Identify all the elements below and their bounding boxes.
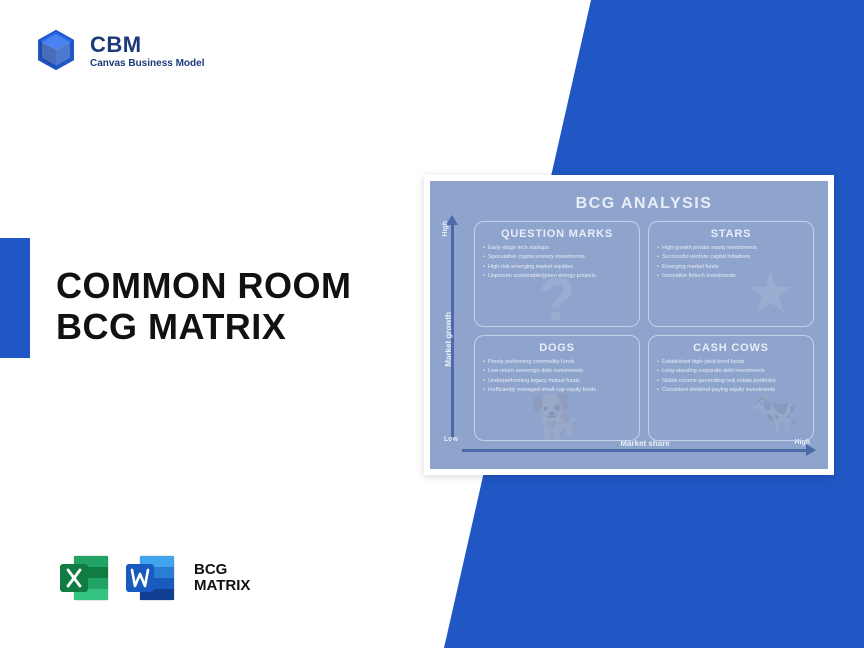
app-icons-row: BCG MATRIX (56, 550, 250, 606)
excel-icon (56, 550, 112, 606)
title-line-1: COMMON ROOM (56, 265, 351, 306)
list-item: Successful venture capital initiatives (657, 253, 805, 262)
title-line-2: BCG MATRIX (56, 306, 286, 347)
matrix-title: BCG ANALYSIS (474, 195, 814, 213)
list-item: Consistent dividend-paying equity invest… (657, 386, 805, 395)
y-axis-low: Low (444, 436, 458, 443)
x-axis: Market share High (462, 443, 814, 457)
quadrant-stars: ★ STARS High-growth private equity inves… (648, 221, 814, 327)
accent-bar (0, 238, 30, 358)
list-item: Low-return sovereign debt investments (483, 367, 631, 376)
y-axis: High Market growth Low (444, 217, 462, 441)
bcg-matrix-label: BCG MATRIX (194, 562, 250, 595)
list-item: Early-stage tech startups (483, 244, 631, 253)
list-item: Emerging market funds (657, 263, 805, 272)
y-axis-high: High (442, 221, 449, 237)
list-item: Poorly performing commodity funds (483, 358, 631, 367)
list-item: Long-standing corporate debt investments (657, 367, 805, 376)
logo-subtitle: Canvas Business Model (90, 58, 204, 69)
list-item: Inefficiently managed small-cap equity f… (483, 386, 631, 395)
main-title: COMMON ROOM BCG MATRIX (56, 265, 351, 348)
bcg-matrix-card: BCG ANALYSIS High Market growth Low Mark… (424, 175, 834, 475)
cbm-logo-icon (34, 28, 78, 72)
list-item: Innovative fintech investments (657, 272, 805, 281)
quadrant-dogs: 🐕 DOGS Poorly performing commodity funds… (474, 335, 640, 441)
list-item: Stable income-generating real estate por… (657, 377, 805, 386)
y-axis-label: Market growth (444, 312, 453, 367)
list-item: Established high-yield bond funds (657, 358, 805, 367)
list-item: Underperforming legacy mutual funds (483, 377, 631, 386)
list-item: High-growth private equity investments (657, 244, 805, 253)
logo-area: CBM Canvas Business Model (34, 28, 204, 72)
list-item: Unproven sustainable/green energy projec… (483, 272, 631, 281)
list-item: High-risk emerging market equities (483, 263, 631, 272)
word-icon (122, 550, 178, 606)
list-item: Speculative cryptocurrency investments (483, 253, 631, 262)
quadrant-cash-cows: 🐄 CASH COWS Established high-yield bond … (648, 335, 814, 441)
logo-title: CBM (90, 32, 204, 58)
quadrant-grid: ? QUESTION MARKS Early-stage tech startu… (474, 221, 814, 441)
quadrant-question-marks: ? QUESTION MARKS Early-stage tech startu… (474, 221, 640, 327)
